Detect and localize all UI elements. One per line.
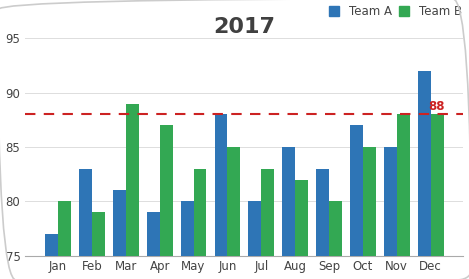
Bar bbox=[350, 125, 363, 279]
Bar bbox=[329, 201, 342, 279]
Bar bbox=[58, 201, 71, 279]
Bar bbox=[282, 147, 295, 279]
Bar bbox=[181, 201, 194, 279]
Title: 2017: 2017 bbox=[213, 17, 275, 37]
Bar bbox=[194, 169, 206, 279]
Bar bbox=[261, 169, 274, 279]
Bar bbox=[418, 71, 431, 279]
Bar bbox=[227, 147, 240, 279]
Bar bbox=[92, 212, 105, 279]
Bar bbox=[295, 180, 308, 279]
Bar bbox=[384, 147, 397, 279]
Bar bbox=[316, 169, 329, 279]
Bar bbox=[363, 147, 376, 279]
Bar bbox=[79, 169, 92, 279]
Bar bbox=[126, 104, 139, 279]
Bar bbox=[397, 114, 409, 279]
Bar bbox=[45, 234, 58, 279]
Bar bbox=[147, 212, 159, 279]
Bar bbox=[113, 190, 126, 279]
Bar bbox=[214, 114, 227, 279]
Bar bbox=[431, 114, 444, 279]
Text: 88: 88 bbox=[428, 100, 445, 113]
Bar bbox=[249, 201, 261, 279]
Bar bbox=[159, 125, 173, 279]
Legend: Team A, Team B: Team A, Team B bbox=[329, 5, 462, 18]
